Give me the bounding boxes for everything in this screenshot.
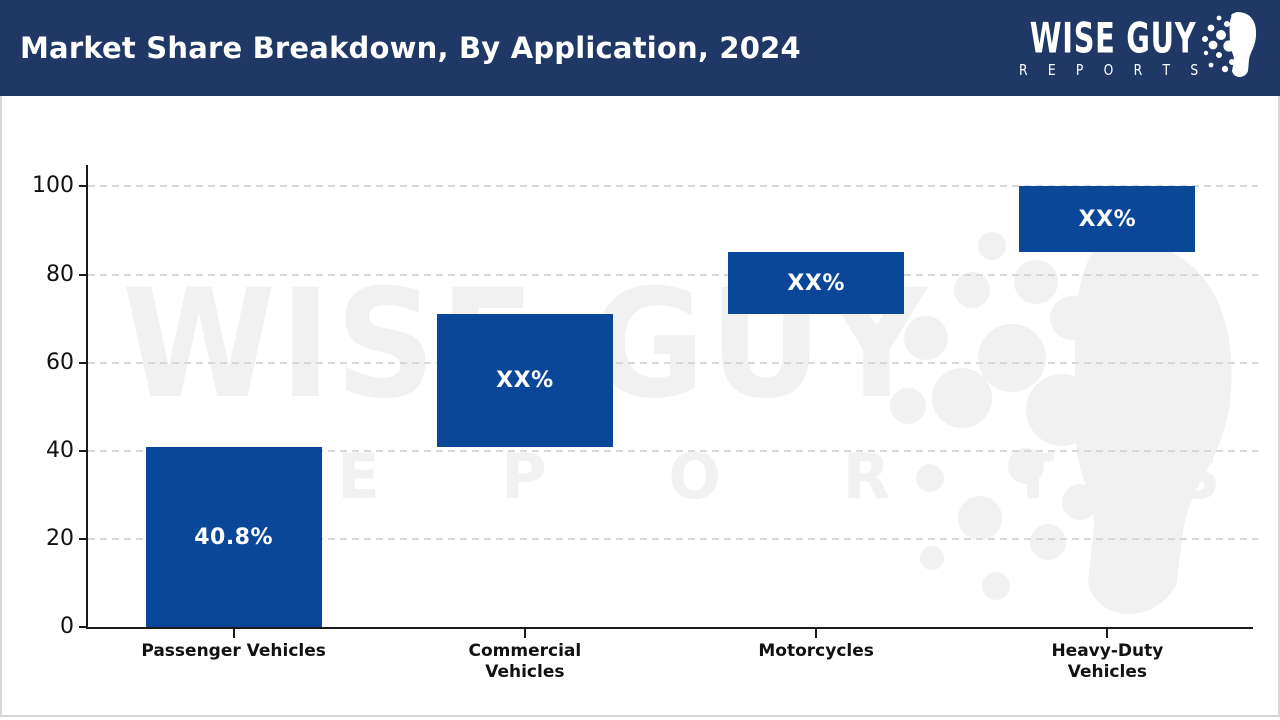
- header-bar: Market Share Breakdown, By Application, …: [0, 0, 1280, 96]
- watermark-text-line2: R E P O R T S: [168, 440, 1271, 513]
- y-tick-label-60: 60: [46, 349, 74, 375]
- brand-logo: WISE GUY R E P O R T S: [965, 8, 1260, 88]
- y-tick-mark-60: [79, 361, 88, 364]
- y-tick-label-100: 100: [32, 173, 74, 199]
- y-axis-line: [86, 165, 88, 629]
- bar-value-label: 40.8%: [194, 524, 274, 550]
- y-tick-mark-40: [79, 449, 88, 452]
- gridline-20: [88, 537, 1258, 540]
- category-label-3: Heavy-Duty Vehicles: [1051, 641, 1164, 683]
- page-title: Market Share Breakdown, By Application, …: [20, 31, 801, 65]
- y-tick-mark-80: [79, 273, 88, 276]
- y-tick-mark-0: [79, 626, 88, 628]
- bar-motorcycles: XX%: [728, 252, 905, 315]
- category-label-1: Commercial Vehicles: [468, 641, 582, 683]
- bar-value-label: XX%: [496, 368, 554, 394]
- y-tick-mark-100: [79, 185, 88, 188]
- bar-commercial-vehicles: XX%: [436, 314, 613, 448]
- gridline-100: [88, 185, 1258, 188]
- gridline-80: [88, 273, 1258, 276]
- brand-wordmark-line2: R E P O R T S: [1018, 60, 1206, 79]
- bar-value-label: XX%: [787, 270, 845, 296]
- gridline-40: [88, 449, 1258, 452]
- brand-wordmark-line1: WISE GUY: [1029, 14, 1196, 63]
- x-tick-mark-0: [232, 629, 235, 638]
- y-tick-label-40: 40: [46, 437, 74, 463]
- bar-passenger-vehicles: 40.8%: [145, 447, 322, 627]
- bar-heavy-duty-vehicles: XX%: [1019, 186, 1196, 253]
- y-tick-mark-20: [79, 537, 88, 540]
- gridline-60: [88, 361, 1258, 364]
- watermark-head-dots-icon: [890, 232, 1232, 615]
- brand-wordmark: WISE GUY R E P O R T S: [965, 14, 1198, 78]
- head-dots-icon: [1202, 12, 1257, 77]
- y-tick-label-80: 80: [46, 261, 74, 287]
- y-tick-label-0: 0: [60, 614, 74, 639]
- category-label-2: Motorcycles: [758, 641, 874, 661]
- y-tick-label-20: 20: [46, 525, 74, 551]
- bar-value-label: XX%: [1078, 206, 1137, 232]
- x-tick-mark-3: [1106, 629, 1109, 638]
- x-tick-mark-1: [523, 629, 526, 638]
- x-axis-line: [86, 627, 1253, 629]
- x-tick-mark-2: [815, 629, 818, 638]
- category-label-0: Passenger Vehicles: [141, 641, 326, 661]
